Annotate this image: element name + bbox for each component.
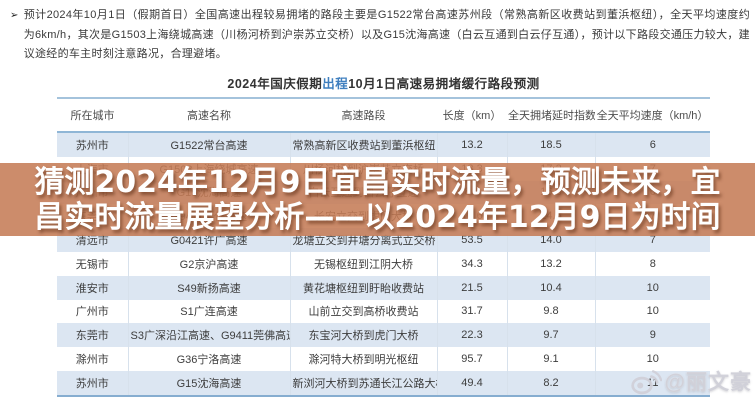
table-cell: 22.3	[436, 323, 507, 348]
table-cell: 东莞市	[75, 330, 109, 343]
table-cell: 苏州市	[75, 139, 109, 152]
table-cell: 21.5	[436, 275, 507, 300]
table-row: 苏州市 G15沈海高速 新浏河大桥到苏通长江公路大桥 49.4 8.2 11	[57, 370, 710, 397]
congestion-forecast-table: 所在城市 高速名称 高速路段 长度（km） 全天拥堵延时指数 全天平均速度（km/h） 苏…	[57, 97, 710, 397]
table-row: 淮安市 S49新扬高速 黄花塘枢纽到盱眙收费站 21.5 10.4 10	[57, 275, 710, 300]
table-cell: 9	[594, 323, 710, 348]
notice-text: 预计2024年10月1日（假期首日）全国高速出程较易拥堵的路段主要是G1522常…	[23, 9, 750, 60]
table-cell: 31.7	[436, 299, 507, 324]
table-cell: G36宁洛高速	[127, 347, 290, 371]
table-cell: 9.7	[506, 323, 595, 348]
table-title-prefix: 2024年国庆假期	[227, 77, 323, 91]
table-cell: G1522常台高速	[127, 132, 290, 157]
table-cell: 无锡枢纽到江阴大桥	[289, 251, 437, 276]
table-cell: 8.2	[506, 370, 595, 397]
watermark-handle: @丽文豪	[664, 371, 752, 394]
weibo-icon	[630, 368, 662, 395]
traffic-forecast-notice: ➢ 预计2024年10月1日（假期首日）全国高速出程较易拥堵的路段主要是G152…	[10, 6, 750, 65]
table-row: 无锡市 G2京沪高速 无锡枢纽到江阴大桥 34.3 13.2 8	[57, 251, 710, 276]
table-cell: 13.2	[506, 251, 595, 276]
table-cell: 10	[594, 299, 710, 324]
watermark: @丽文豪	[630, 366, 752, 396]
table-row: 苏州市 G1522常台高速 常熟高新区收费站到董浜枢纽 13.2 18.5 6	[57, 132, 710, 157]
table-row: 广州市 S1广连高速 山前立交到高桥收费站 31.7 9.8 10	[57, 299, 710, 324]
table-cell: S1广连高速	[127, 299, 290, 324]
table-cell: G2京沪高速	[127, 251, 290, 276]
table-cell: S3广深沿江高速、G9411莞佛高速	[127, 323, 290, 348]
table-title-highlight: 出程	[322, 77, 349, 91]
table-cell: 34.3	[436, 251, 507, 276]
header-cell: 高速路段	[290, 98, 437, 133]
table-cell: 49.4	[436, 370, 507, 397]
header-cell: 长度（km）	[437, 98, 507, 133]
table-cell: 新浏河大桥到苏通长江公路大桥	[289, 370, 437, 397]
table-cell: 8	[594, 251, 710, 276]
table-cell: G15沈海高速	[127, 370, 290, 397]
table-cell: 9.8	[506, 299, 595, 324]
table-cell: 18.5	[506, 132, 595, 157]
table-cell: 东宝河大桥到虎门大桥	[289, 323, 437, 348]
header-cell: 全天平均速度（km/h）	[595, 98, 710, 133]
table-cell: 9.1	[506, 347, 595, 371]
table-cell: S49新扬高速	[127, 275, 290, 300]
overlay-line-2: 昌实时流量展望分析——以2024年12月9日为时间	[34, 199, 721, 235]
table-row: 滁州市 G36宁洛高速 滁河特大桥到明光枢纽 95.7 9.1 10	[57, 347, 710, 371]
table-cell: 无锡市	[75, 258, 109, 271]
table-cell: 滁州市	[75, 354, 109, 367]
arrow-bullet-icon: ➢	[10, 10, 19, 21]
table-cell: 清远市	[75, 235, 109, 248]
overlay-banner: 猜测2024年12月9日宜昌实时流量，预测未来，宜 昌实时流量展望分析——以20…	[0, 163, 755, 236]
table-cell: 淮安市	[75, 282, 109, 295]
table-cell: 10	[594, 275, 710, 300]
header-cell: 全天拥堵延时指数	[507, 98, 595, 133]
table-cell: 10.4	[506, 275, 595, 300]
table-cell: 广州市	[75, 306, 109, 319]
table-cell: 滁河特大桥到明光枢纽	[289, 347, 437, 371]
table-cell: 黄花塘枢纽到盱眙收费站	[289, 275, 437, 300]
table-cell: 常熟高新区收费站到董浜枢纽	[289, 132, 437, 157]
table-cell: 苏州市	[57, 370, 128, 397]
table-title-suffix: 10月1日高速易拥堵缓行路段预测	[348, 77, 540, 91]
table-row: 东莞市 S3广深沿江高速、G9411莞佛高速 东宝河大桥到虎门大桥 22.3 9.7 9	[57, 323, 710, 348]
table-cell: 6	[594, 132, 710, 157]
table-cell: 山前立交到高桥收费站	[289, 299, 437, 324]
table-cell: 13.2	[436, 132, 507, 157]
table-header-row: 所在城市 高速名称 高速路段 长度（km） 全天拥堵延时指数 全天平均速度（km/h）	[57, 98, 710, 133]
table-cell: 95.7	[436, 347, 507, 371]
table-title: 2024年国庆假期出程10月1日高速易拥堵缓行路段预测	[57, 73, 710, 92]
header-cell: 所在城市	[57, 98, 128, 133]
table-cell: 10	[594, 347, 710, 371]
overlay-line-1: 猜测2024年12月9日宜昌实时流量，预测未来，宜	[34, 164, 721, 200]
header-cell: 高速名称	[128, 98, 290, 133]
